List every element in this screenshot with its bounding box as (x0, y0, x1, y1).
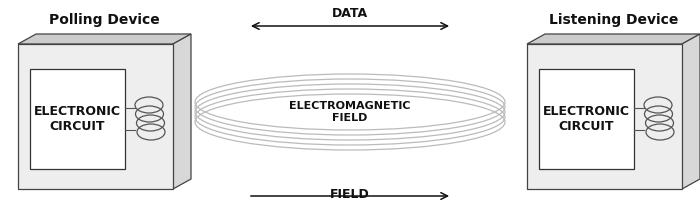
Text: ELECTRONIC
CIRCUIT: ELECTRONIC CIRCUIT (34, 105, 121, 133)
Text: Polling Device: Polling Device (49, 13, 160, 27)
Text: FIELD: FIELD (330, 188, 370, 201)
Text: ELECTRONIC
CIRCUIT: ELECTRONIC CIRCUIT (543, 105, 630, 133)
Polygon shape (527, 44, 682, 189)
Bar (30, 69, 125, 169)
Bar (539, 69, 634, 169)
Polygon shape (527, 34, 700, 44)
Text: DATA: DATA (332, 7, 368, 20)
Polygon shape (18, 44, 173, 189)
Text: Listening Device: Listening Device (549, 13, 678, 27)
Polygon shape (682, 34, 700, 189)
Polygon shape (173, 34, 191, 189)
Text: ELECTROMAGNETIC
FIELD: ELECTROMAGNETIC FIELD (289, 101, 411, 123)
Polygon shape (18, 34, 191, 44)
